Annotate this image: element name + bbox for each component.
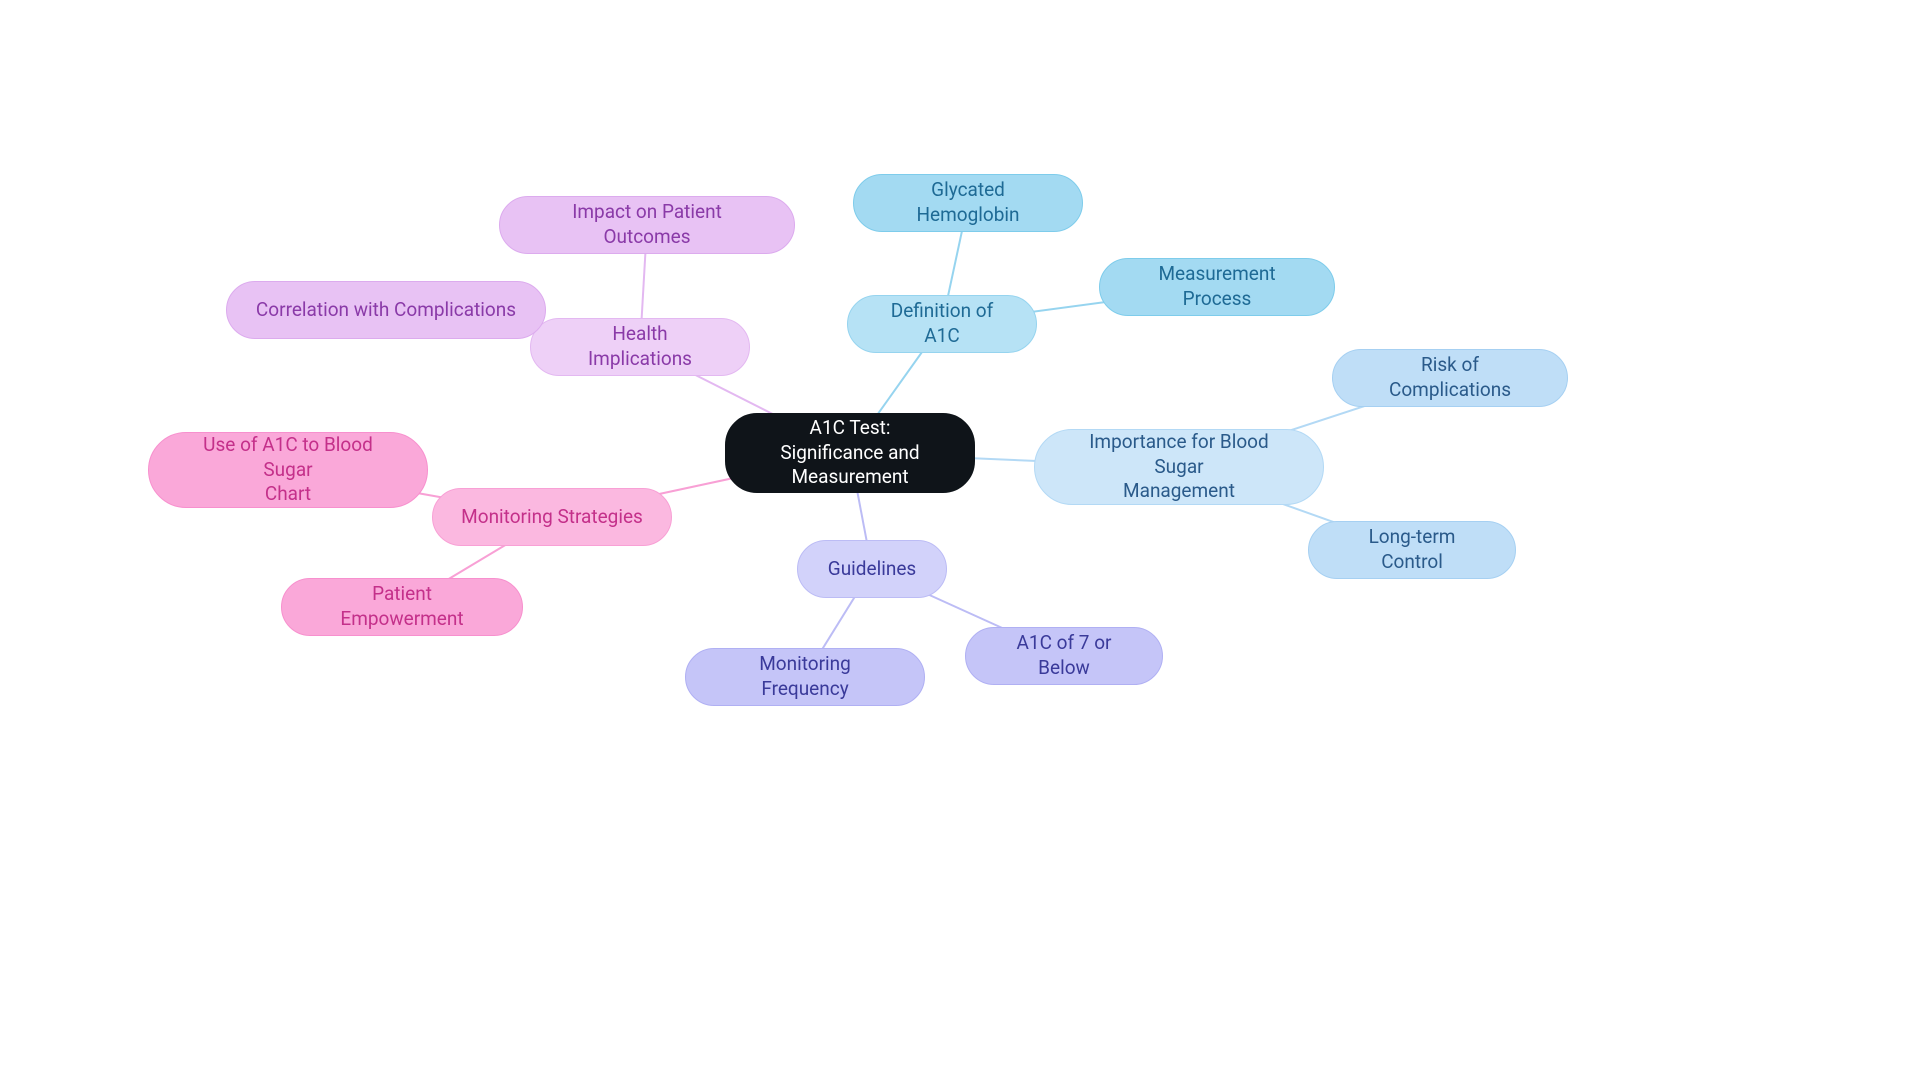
node-b5: Monitoring Strategies	[432, 488, 672, 546]
node-b3a: Monitoring Frequency	[685, 648, 925, 706]
edges-layer	[0, 0, 1920, 1083]
node-b4: Health Implications	[530, 318, 750, 376]
node-b3: Guidelines	[797, 540, 947, 598]
node-b3b: A1C of 7 or Below	[965, 627, 1163, 685]
node-b4a: Impact on Patient Outcomes	[499, 196, 795, 254]
node-b5b: Patient Empowerment	[281, 578, 523, 636]
node-c0: A1C Test: Significance and Measurement	[725, 413, 975, 493]
mindmap-canvas: A1C Test: Significance and Measurement De…	[0, 0, 1920, 1083]
node-b5a: Use of A1C to Blood Sugar Chart	[148, 432, 428, 508]
node-b1a: Glycated Hemoglobin	[853, 174, 1083, 232]
node-b2: Importance for Blood Sugar Management	[1034, 429, 1324, 505]
node-b2b: Long-term Control	[1308, 521, 1516, 579]
node-b1: Definition of A1C	[847, 295, 1037, 353]
node-b4b: Correlation with Complications	[226, 281, 546, 339]
node-b2a: Risk of Complications	[1332, 349, 1568, 407]
node-b1b: Measurement Process	[1099, 258, 1335, 316]
